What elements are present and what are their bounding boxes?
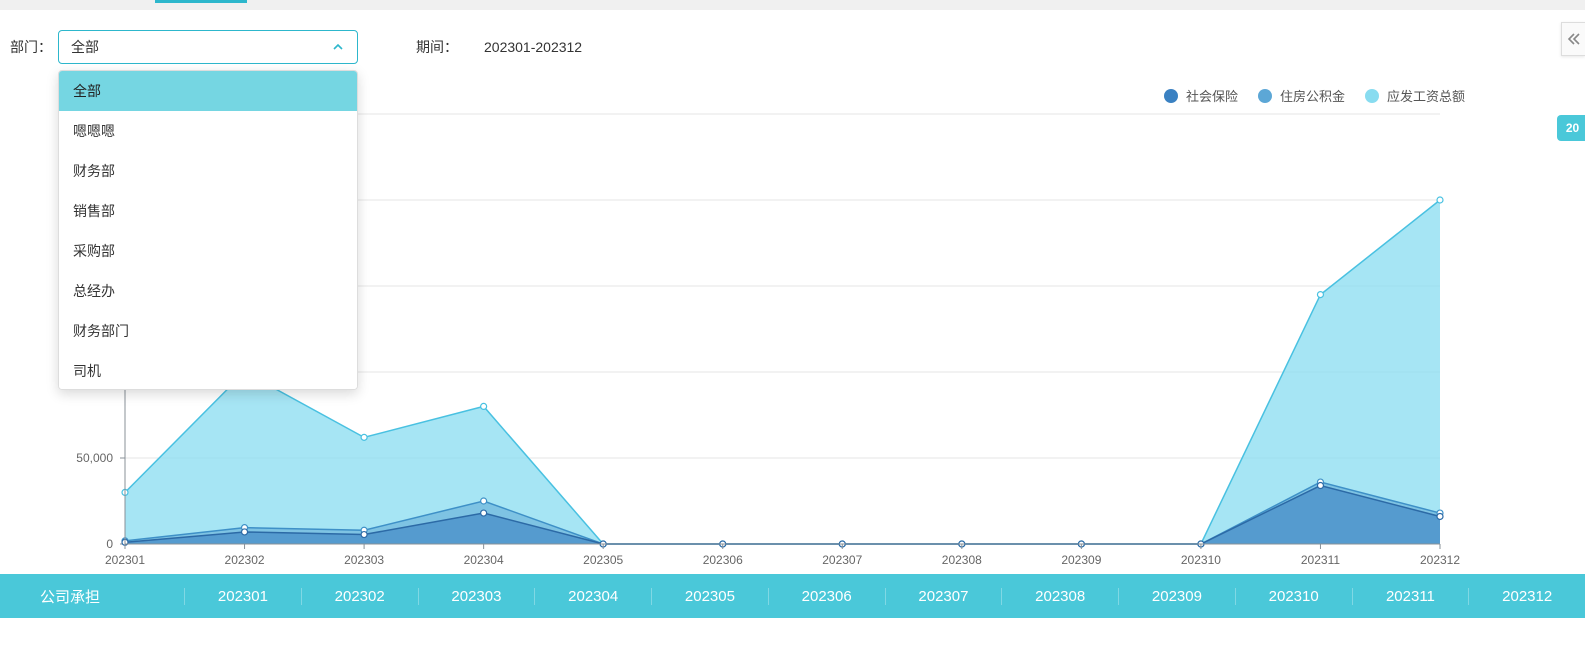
active-tab-underline	[155, 0, 247, 3]
dropdown-option[interactable]: 销售部	[59, 191, 357, 231]
dept-select[interactable]: 全部	[58, 30, 358, 64]
dropdown-option[interactable]: 总经办	[59, 271, 357, 311]
dropdown-option[interactable]: 财务部门	[59, 311, 357, 351]
table-col: 202302	[301, 588, 418, 605]
table-col: 202310	[1235, 588, 1352, 605]
svg-text:202301: 202301	[105, 553, 145, 567]
period-value: 202301-202312	[484, 39, 582, 55]
svg-text:202304: 202304	[464, 553, 504, 567]
svg-text:0: 0	[106, 537, 113, 551]
table-header-row: 公司承担202301202302202303202304202305202306…	[0, 574, 1585, 618]
table-col-first: 公司承担	[0, 586, 184, 607]
expand-panel-button[interactable]	[1561, 22, 1585, 56]
svg-text:202307: 202307	[822, 553, 862, 567]
svg-text:202309: 202309	[1061, 553, 1101, 567]
table-col: 202309	[1118, 588, 1235, 605]
table-col: 202306	[768, 588, 885, 605]
dropdown-option[interactable]: 全部	[59, 71, 357, 111]
dropdown-option[interactable]: 司机	[59, 351, 357, 390]
svg-text:202312: 202312	[1420, 553, 1460, 567]
table-col: 202307	[885, 588, 1002, 605]
dept-select-wrap: 全部 全部嗯嗯嗯财务部销售部采购部总经办财务部门司机	[58, 30, 358, 64]
svg-text:202306: 202306	[703, 553, 743, 567]
dropdown-option[interactable]: 采购部	[59, 231, 357, 271]
side-year-text: 20	[1566, 121, 1579, 135]
table-col: 202311	[1352, 588, 1469, 605]
table-col: 202305	[651, 588, 768, 605]
svg-text:202303: 202303	[344, 553, 384, 567]
tab-bar	[0, 0, 1585, 10]
filter-bar: 部门： 全部 全部嗯嗯嗯财务部销售部采购部总经办财务部门司机 期间： 20230…	[0, 10, 1585, 74]
svg-text:202311: 202311	[1301, 553, 1340, 567]
svg-text:202308: 202308	[942, 553, 982, 567]
svg-text:202310: 202310	[1181, 553, 1221, 567]
dropdown-option[interactable]: 嗯嗯嗯	[59, 111, 357, 151]
dropdown-option[interactable]: 财务部	[59, 151, 357, 191]
table-col: 202312	[1468, 588, 1585, 605]
table-col: 202308	[1001, 588, 1118, 605]
side-year-tab[interactable]: 20	[1557, 115, 1585, 141]
table-col: 202303	[418, 588, 535, 605]
table-col: 202304	[534, 588, 651, 605]
table-blank-row	[0, 618, 1585, 630]
svg-text:50,000: 50,000	[76, 451, 113, 465]
table-col: 202301	[184, 588, 301, 605]
chevron-up-icon	[331, 40, 345, 54]
dept-dropdown[interactable]: 全部嗯嗯嗯财务部销售部采购部总经办财务部门司机	[58, 70, 358, 390]
dept-select-value: 全部	[71, 37, 99, 57]
period-label: 期间：	[416, 37, 458, 57]
dept-label: 部门：	[10, 37, 52, 57]
svg-text:202305: 202305	[583, 553, 623, 567]
svg-text:202302: 202302	[225, 553, 265, 567]
